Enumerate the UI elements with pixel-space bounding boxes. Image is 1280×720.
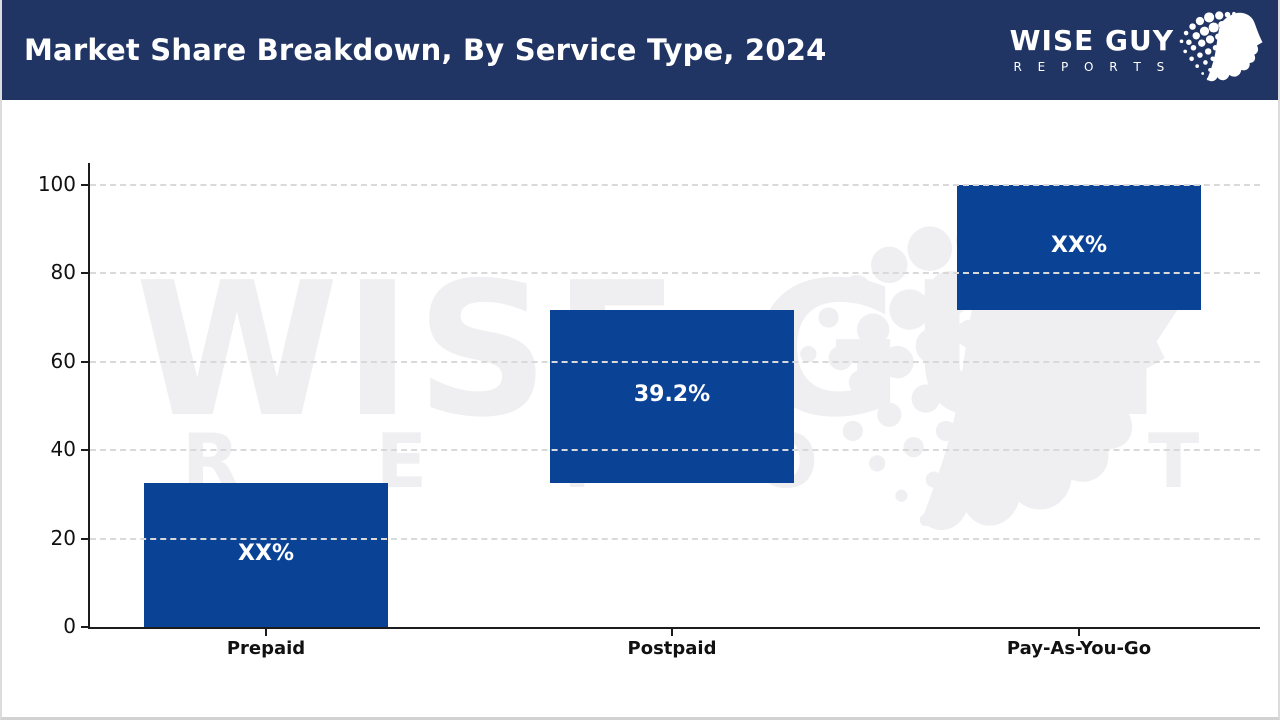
bar-postpaid [550,309,794,483]
wise-guy-logo: WISE GUY R E P O R T S [1009,9,1278,92]
ytick-label-100: 100 [37,172,76,196]
ytick-40 [81,449,90,452]
bar-value-label: 39.2% [633,382,711,408]
category-label-1: Postpaid [627,638,717,659]
ytick-60 [81,360,90,363]
xtick-1 [671,629,673,636]
ytick-label-60: 60 [50,348,76,373]
logo-text: WISE GUY R E P O R T S [1009,24,1174,74]
ytick-0 [81,626,90,628]
gridline-20 [90,537,1260,540]
gridline-80 [90,272,1260,275]
bar-prepaid [144,482,388,627]
ytick-label-0: 0 [63,614,76,638]
ytick-100 [81,184,90,186]
bar-value-label: XX% [1051,233,1107,259]
gridline-100 [90,184,1260,186]
xtick-2 [1078,629,1080,636]
xtick-0 [265,629,267,636]
category-label-2: Pay-As-You-Go [1006,638,1152,659]
ytick-label-40: 40 [50,437,76,462]
page-title: Market Share Breakdown, By Service Type,… [24,33,827,67]
bar-value-label: XX% [238,540,294,566]
ytick-label-20: 20 [50,525,76,550]
x-axis-spine [88,627,1260,629]
ytick-label-80: 80 [50,260,76,285]
gridline-60 [90,360,1260,363]
logo-name: WISE GUY [1009,24,1174,57]
category-label-0: Prepaid [226,638,306,659]
y-axis-spine [88,162,90,629]
gridline-40 [90,449,1260,452]
ytick-20 [81,537,90,540]
ytick-80 [81,272,90,275]
header-band: Market Share Breakdown, By Service Type,… [2,0,1278,100]
logo-reports: R E P O R T S [1013,60,1171,74]
